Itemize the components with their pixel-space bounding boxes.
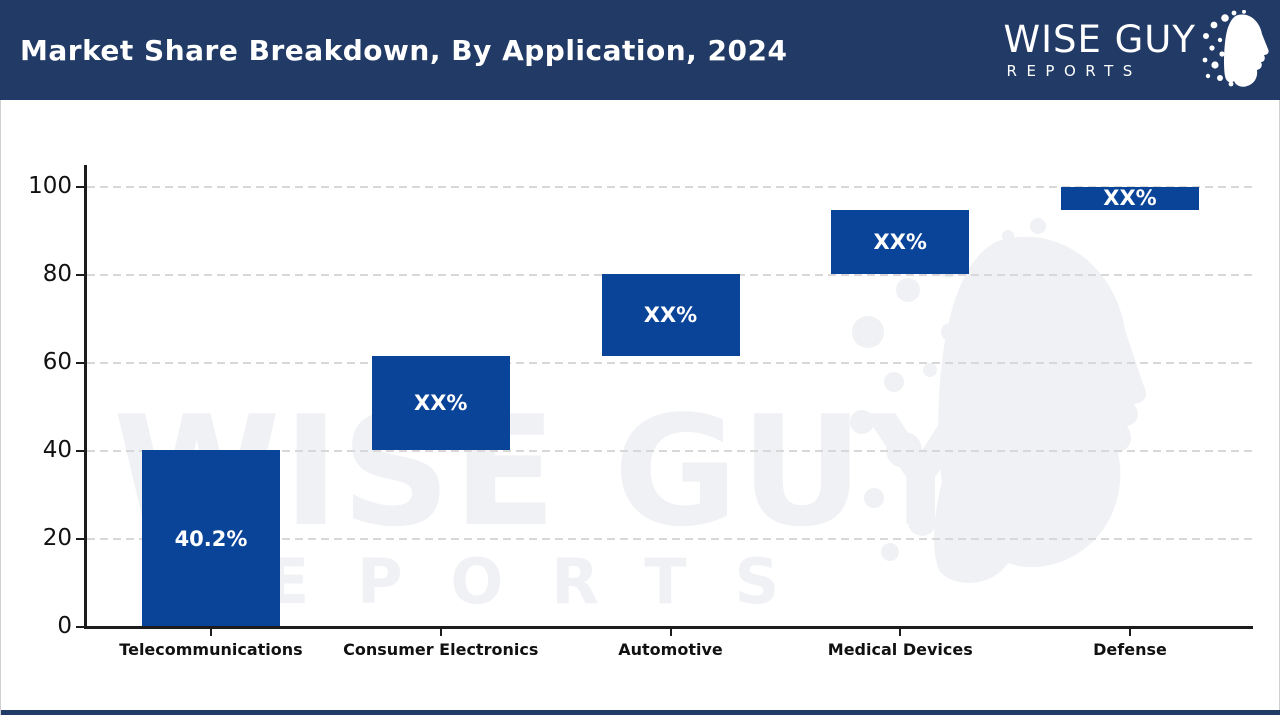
footer-bar [1,710,1280,715]
y-tick-100 [76,186,84,188]
bar-label-automotive: XX% [643,303,698,328]
bar-label-defense: XX% [1103,186,1157,211]
watermark-face-icon [850,218,1147,583]
y-tick-label-0: 0 [57,613,72,639]
logo-text: WISE GUY REPORTS [1004,21,1196,80]
x-tick-medical-devices [899,628,902,636]
x-label-automotive: Automotive [618,640,723,659]
wiseguy-logo: WISE GUY REPORTS [1004,10,1270,90]
y-tick-80 [76,274,84,276]
y-tick-label-100: 100 [28,173,72,199]
x-label-medical-devices: Medical Devices [827,640,973,659]
x-axis-spine [84,626,1253,629]
y-tick-0 [76,626,84,628]
gridline-40 [87,450,1253,452]
y-axis-spine [84,165,87,629]
bar-consumer-electronics: XX% [371,356,510,451]
bar-automotive: XX% [601,273,740,357]
x-label-defense: Defense [1093,640,1167,659]
logo-wordmark: WISE GUY [1003,17,1196,61]
y-tick-40 [76,450,84,452]
x-label-consumer-electronics: Consumer Electronics [343,640,539,659]
bar-defense: XX% [1061,186,1199,211]
logo-reports: REPORTS [1006,61,1142,80]
chart-title: Market Share Breakdown, By Application, … [20,33,788,67]
y-tick-label-60: 60 [42,349,72,375]
bar-medical-devices: XX% [831,209,970,274]
gridline-60 [87,362,1253,364]
logo-face-icon [1202,10,1269,87]
y-tick-60 [76,362,84,364]
bar-telecommunications: 40.2% [142,450,280,627]
header-bar: Market Share Breakdown, By Application, … [0,0,1280,100]
y-tick-20 [76,538,84,540]
y-tick-label-80: 80 [42,261,72,287]
x-tick-defense [1129,628,1131,636]
x-tick-telecommunications [210,628,212,636]
bar-label-telecommunications: 40.2% [174,526,248,551]
bar-label-medical-devices: XX% [873,229,927,254]
x-label-telecommunications: Telecommunications [119,640,303,659]
gridline-100 [87,186,1253,188]
x-tick-consumer-electronics [439,628,442,636]
bar-label-consumer-electronics: XX% [414,391,468,416]
y-tick-label-40: 40 [42,437,72,463]
y-tick-label-20: 20 [42,525,72,551]
gridline-20 [87,538,1253,540]
x-tick-automotive [669,628,672,636]
